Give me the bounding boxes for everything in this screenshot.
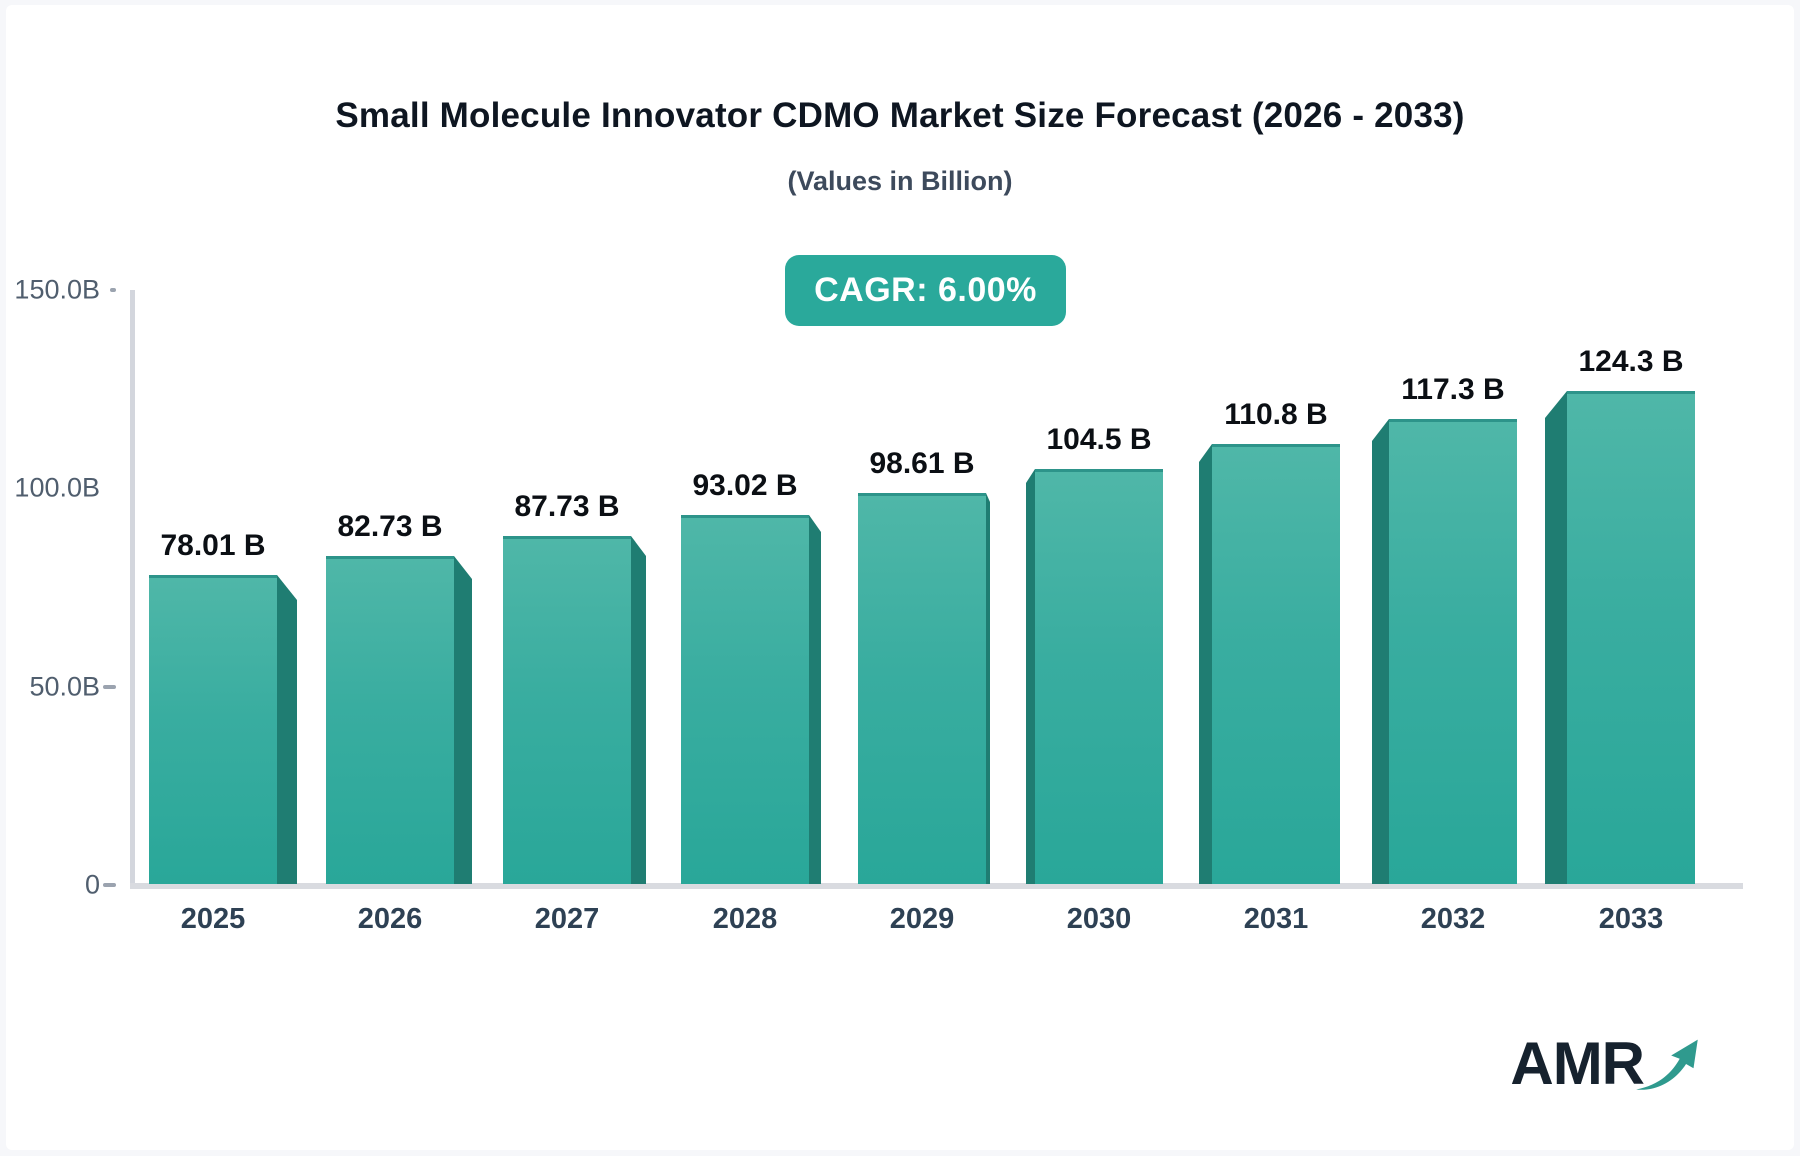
y-tick-label: 100.0B: [14, 472, 100, 503]
bar-2033: [1567, 391, 1695, 884]
bar-side-2028: [809, 515, 821, 884]
chart-subtitle: (Values in Billion): [787, 166, 1013, 196]
x-axis-label-2025: 2025: [180, 903, 246, 935]
bar-2032: [1389, 419, 1517, 884]
x-axis-label-2033: 2033: [1598, 903, 1664, 935]
y-tick-mark: [103, 883, 116, 887]
y-tick-label: 0: [84, 869, 100, 900]
bar-2025: [149, 575, 277, 884]
y-tick-label: 50.0B: [29, 671, 100, 702]
amr-logo-text: AMR: [1510, 1030, 1645, 1097]
amr-logo: AMR: [1510, 1032, 1702, 1096]
bar-2029: [858, 493, 986, 884]
x-axis-label-2027: 2027: [534, 903, 600, 935]
bar-value-label: 124.3 B: [1578, 345, 1684, 378]
bar-side-2027: [631, 536, 646, 884]
bar-2027: [503, 536, 631, 884]
bar-value-label: 104.5 B: [1046, 423, 1152, 456]
bar-value-label: 78.01 B: [160, 529, 266, 562]
y-tick-label: 150.0B: [14, 274, 100, 305]
bar-value-label: 87.73 B: [514, 490, 620, 523]
bar-side-2032: [1372, 419, 1389, 884]
x-axis-label-2028: 2028: [712, 903, 778, 935]
bar-2028: [681, 515, 809, 884]
bar-value-label: 98.61 B: [869, 447, 975, 480]
growth-arrow-icon: [1636, 1039, 1698, 1090]
bar-side-2026: [454, 556, 472, 884]
x-axis-label-2029: 2029: [889, 903, 955, 935]
x-axis-label-2031: 2031: [1243, 903, 1309, 935]
x-axis-label-2032: 2032: [1420, 903, 1486, 935]
bar-value-label: 82.73 B: [337, 510, 443, 543]
bar-value-label: 110.8 B: [1224, 398, 1328, 431]
bar-side-2030: [1026, 469, 1035, 884]
x-axis-label-2026: 2026: [357, 903, 423, 935]
bar-2031: [1212, 444, 1340, 884]
bar-value-label: 93.02 B: [692, 469, 798, 502]
y-axis-line: [130, 290, 135, 885]
bar-2030: [1035, 469, 1163, 884]
y-tick-mark: [110, 288, 116, 292]
bar-value-label: 117.3 B: [1401, 373, 1505, 406]
y-tick-mark: [103, 685, 116, 689]
bar-side-2025: [277, 575, 297, 884]
bar-side-2033: [1545, 391, 1567, 884]
bar-side-2029: [986, 493, 990, 884]
chart-title: Small Molecule Innovator CDMO Market Siz…: [335, 96, 1465, 135]
bar-2026: [326, 556, 454, 884]
x-axis-line: [130, 883, 1743, 889]
x-axis-label-2030: 2030: [1066, 903, 1132, 935]
bar-side-2031: [1199, 444, 1212, 884]
cagr-badge: CAGR: 6.00%: [785, 255, 1066, 326]
